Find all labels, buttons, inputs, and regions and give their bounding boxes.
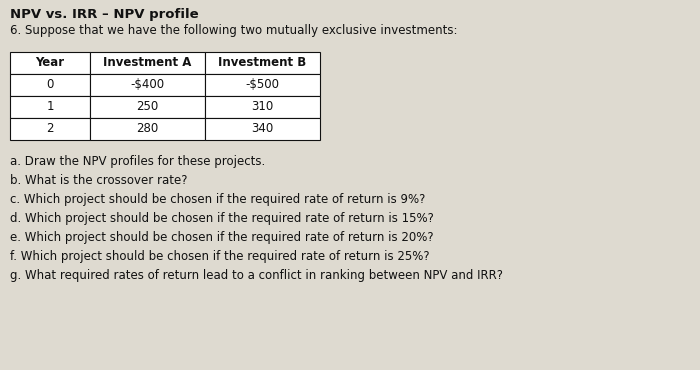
Bar bbox=[90, 74, 205, 96]
Text: 1: 1 bbox=[46, 101, 54, 114]
Text: NPV vs. IRR – NPV profile: NPV vs. IRR – NPV profile bbox=[10, 8, 199, 21]
Bar bbox=[90, 118, 205, 140]
Text: f. Which project should be chosen if the required rate of return is 25%?: f. Which project should be chosen if the… bbox=[10, 250, 430, 263]
Bar bbox=[90, 96, 205, 118]
Bar bbox=[205, 52, 320, 74]
Bar bbox=[205, 74, 320, 96]
Text: 310: 310 bbox=[251, 101, 274, 114]
Text: -$400: -$400 bbox=[130, 78, 164, 91]
Bar bbox=[10, 118, 90, 140]
Text: Investment A: Investment A bbox=[104, 57, 192, 70]
Bar bbox=[90, 52, 205, 74]
Text: 340: 340 bbox=[251, 122, 274, 135]
Text: e. Which project should be chosen if the required rate of return is 20%?: e. Which project should be chosen if the… bbox=[10, 231, 433, 244]
Text: Investment B: Investment B bbox=[218, 57, 307, 70]
Text: a. Draw the NPV profiles for these projects.: a. Draw the NPV profiles for these proje… bbox=[10, 155, 265, 168]
Bar bbox=[10, 96, 90, 118]
Text: 6. Suppose that we have the following two mutually exclusive investments:: 6. Suppose that we have the following tw… bbox=[10, 24, 458, 37]
Text: 280: 280 bbox=[136, 122, 159, 135]
Bar bbox=[10, 52, 90, 74]
Text: b. What is the crossover rate?: b. What is the crossover rate? bbox=[10, 174, 188, 187]
Text: 250: 250 bbox=[136, 101, 159, 114]
Text: g. What required rates of return lead to a conflict in ranking between NPV and I: g. What required rates of return lead to… bbox=[10, 269, 503, 282]
Bar bbox=[10, 74, 90, 96]
Text: 2: 2 bbox=[46, 122, 54, 135]
Bar bbox=[205, 96, 320, 118]
Text: Year: Year bbox=[36, 57, 64, 70]
Bar bbox=[205, 118, 320, 140]
Text: c. Which project should be chosen if the required rate of return is 9%?: c. Which project should be chosen if the… bbox=[10, 193, 426, 206]
Text: -$500: -$500 bbox=[246, 78, 279, 91]
Text: 0: 0 bbox=[46, 78, 54, 91]
Text: d. Which project should be chosen if the required rate of return is 15%?: d. Which project should be chosen if the… bbox=[10, 212, 434, 225]
